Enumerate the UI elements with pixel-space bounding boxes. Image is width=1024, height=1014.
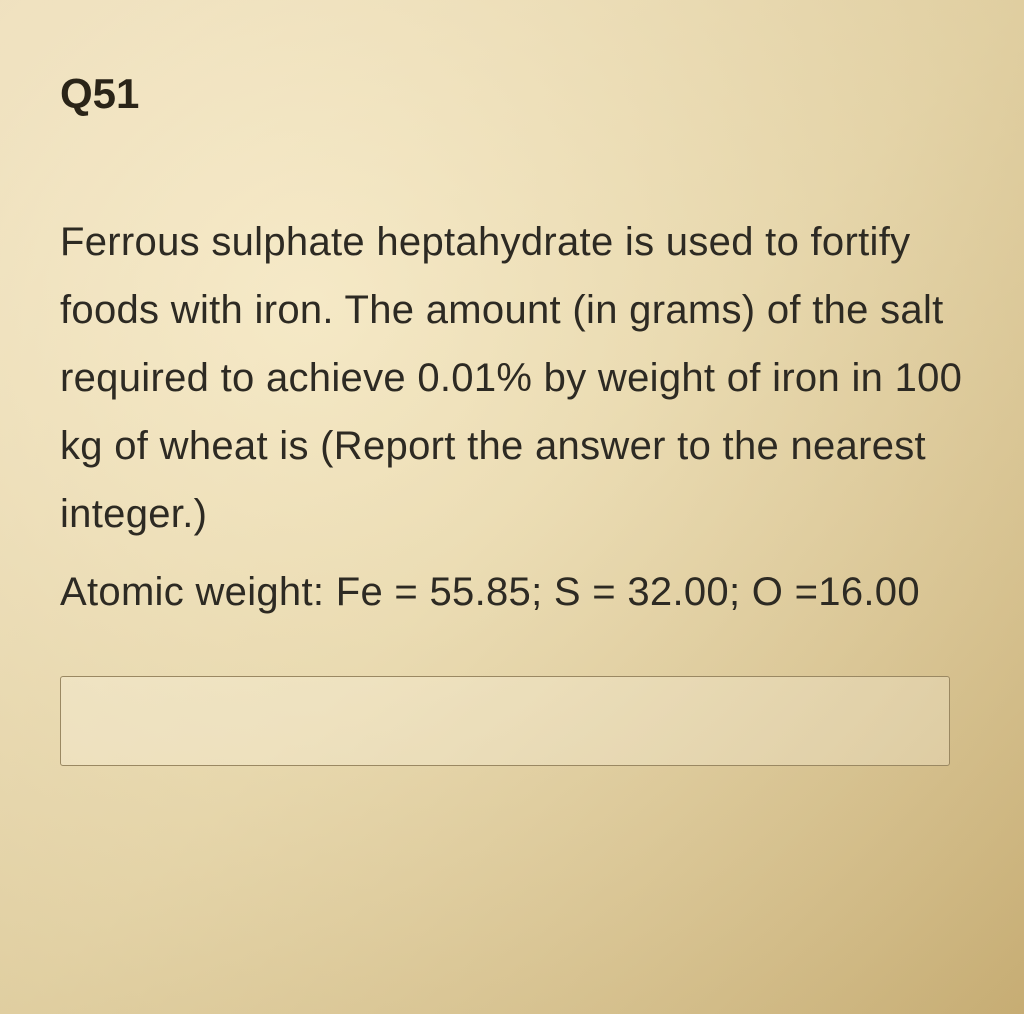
question-card: Q51 Ferrous sulphate heptahydrate is use… bbox=[60, 70, 964, 766]
answer-input[interactable] bbox=[60, 676, 950, 766]
question-body: Ferrous sulphate heptahydrate is used to… bbox=[60, 208, 964, 548]
question-number: Q51 bbox=[60, 70, 964, 118]
atomic-weight-line: Atomic weight: Fe = 55.85; S = 32.00; O … bbox=[60, 558, 964, 626]
